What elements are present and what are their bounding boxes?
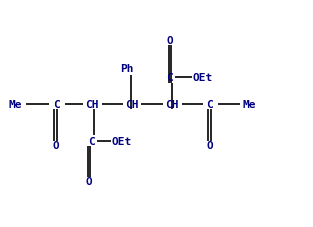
Text: CH: CH	[165, 100, 178, 110]
Text: O: O	[86, 177, 93, 187]
Text: O: O	[52, 141, 59, 151]
Text: Me: Me	[242, 100, 256, 110]
Text: C: C	[206, 100, 213, 110]
Text: CH: CH	[85, 100, 99, 110]
Text: OEt: OEt	[112, 137, 132, 147]
Text: O: O	[167, 36, 173, 46]
Text: C: C	[88, 137, 95, 147]
Text: C: C	[53, 100, 60, 110]
Text: CH: CH	[125, 100, 138, 110]
Text: C: C	[167, 73, 173, 83]
Text: Ph: Ph	[120, 64, 134, 74]
Text: Me: Me	[8, 100, 22, 110]
Text: OEt: OEt	[193, 73, 213, 83]
Text: O: O	[206, 141, 213, 151]
